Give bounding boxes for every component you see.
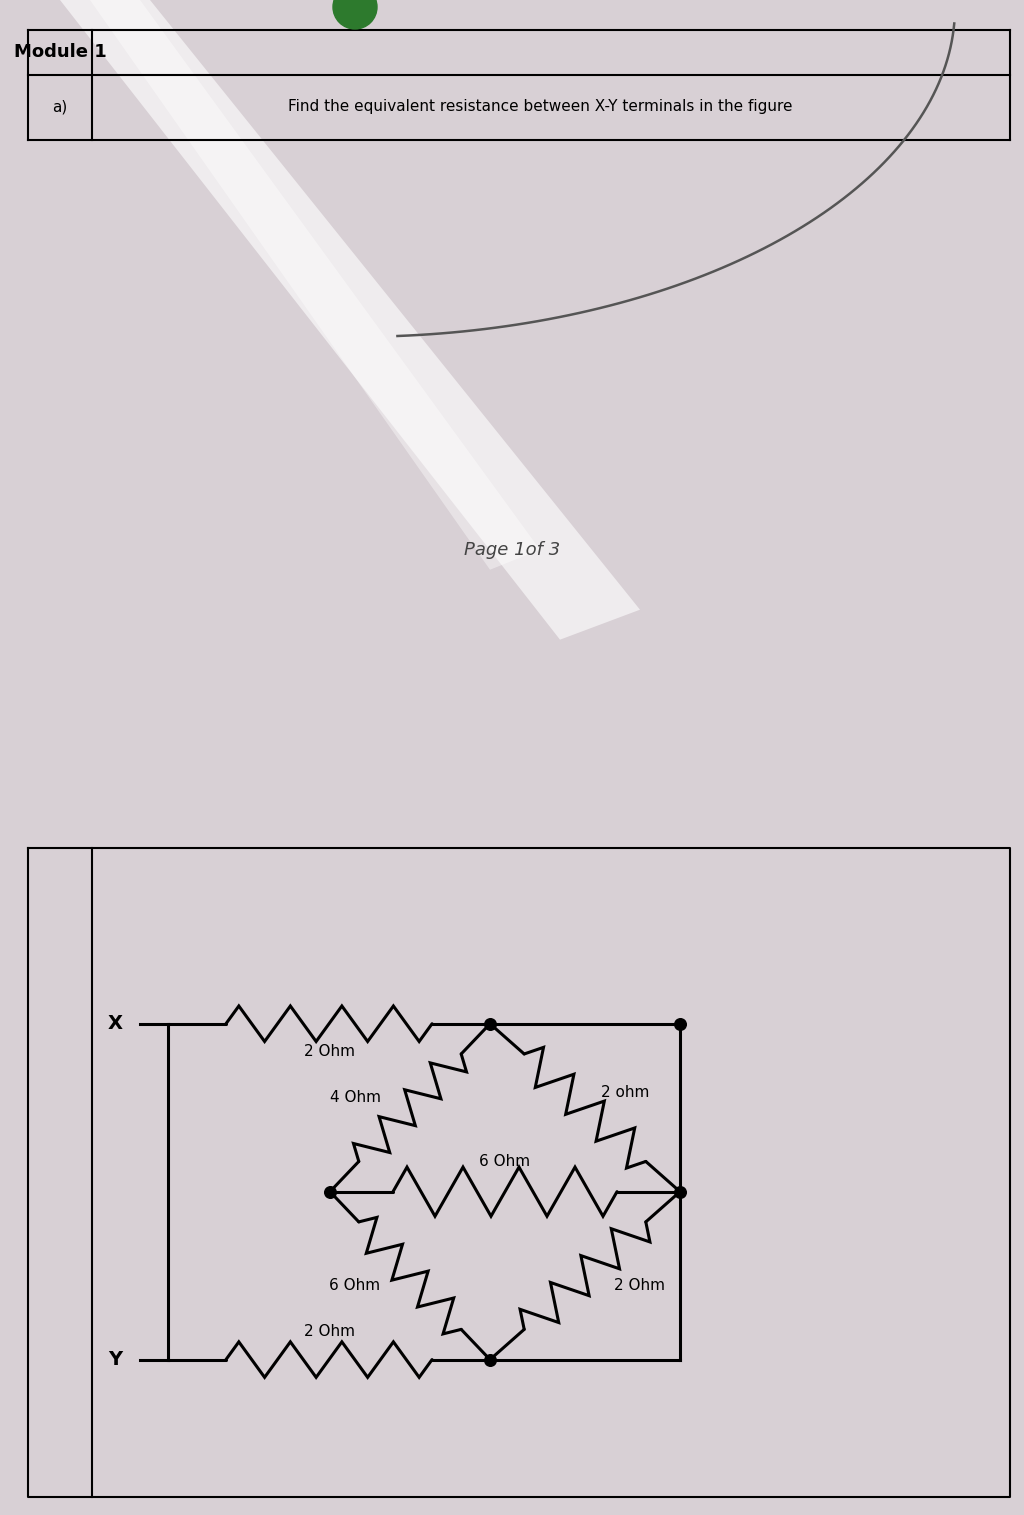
Point [482,1347,499,1371]
Point [672,1180,688,1204]
Point [322,1180,338,1204]
Text: Page 1of 3: Page 1of 3 [464,541,560,559]
Text: 2 Ohm: 2 Ohm [303,1044,354,1059]
Text: 6 Ohm: 6 Ohm [479,1154,530,1170]
Text: Y: Y [108,1350,122,1370]
Circle shape [333,0,377,29]
Text: 2 Ohm: 2 Ohm [303,1324,354,1339]
Text: X: X [108,1014,123,1033]
Text: 4 Ohm: 4 Ohm [330,1091,381,1104]
Polygon shape [90,0,540,570]
Text: Module 1: Module 1 [13,42,106,61]
Polygon shape [60,0,640,639]
Text: a): a) [52,100,68,115]
Text: Find the equivalent resistance between X-Y terminals in the figure: Find the equivalent resistance between X… [288,100,793,115]
Text: 6 Ohm: 6 Ohm [330,1279,381,1294]
Text: 2 Ohm: 2 Ohm [614,1279,666,1294]
Point [672,1012,688,1036]
Point [482,1012,499,1036]
Text: 2 ohm: 2 ohm [601,1085,649,1100]
